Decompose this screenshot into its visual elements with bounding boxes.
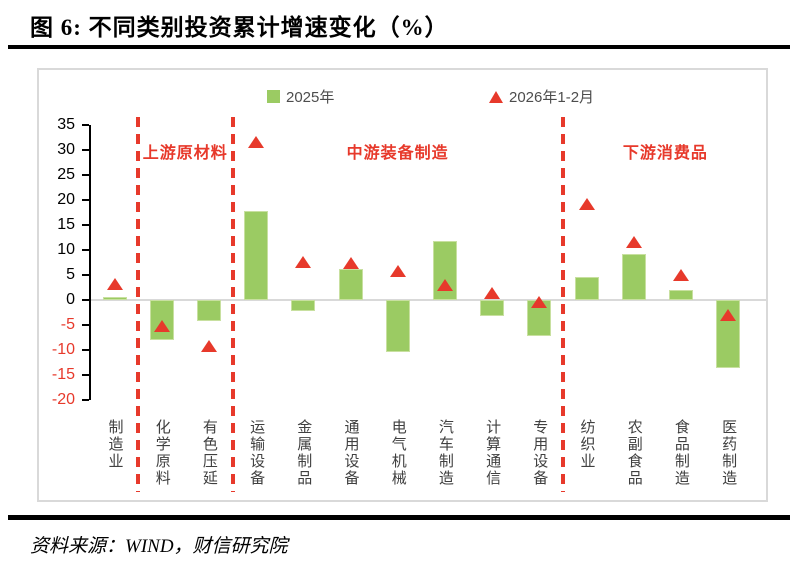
triangle-marker: [248, 135, 265, 148]
y-tick-mark: [82, 274, 89, 276]
y-tick-mark: [82, 399, 89, 401]
bar-运输设备: [244, 211, 269, 300]
x-axis-label: 金属制品: [295, 419, 313, 487]
section-divider: [136, 117, 141, 492]
legend-item-2025: 2025年: [267, 86, 334, 107]
bar-化学原料: [149, 300, 174, 340]
triangle-marker: [106, 277, 123, 290]
zero-gridline: [91, 299, 768, 301]
x-axis-label: 医药制造: [720, 419, 738, 487]
bar-食品制造: [668, 289, 693, 300]
bar-电气机械: [385, 300, 410, 352]
x-axis-label: 纺织业: [578, 419, 596, 470]
y-axis-label: 0: [66, 291, 75, 308]
x-axis-label: 农副食品: [625, 419, 643, 487]
triangle-marker: [625, 236, 642, 248]
x-axis-label: 电气机械: [389, 419, 407, 487]
triangle-marker: [342, 257, 359, 269]
legend-triangle-icon: [489, 90, 503, 103]
y-tick-mark: [82, 199, 89, 201]
triangle-marker: [153, 320, 170, 332]
y-axis-label: -15: [51, 366, 75, 383]
y-axis-label: 20: [57, 191, 75, 208]
legend-item-2026: 2026年1-2月: [489, 86, 594, 107]
triangle-marker: [484, 286, 501, 299]
triangle-marker: [200, 339, 217, 352]
triangle-marker: [389, 264, 406, 277]
bar-通用设备: [338, 269, 363, 300]
legend-label-2026: 2026年1-2月: [509, 89, 595, 106]
section-label: 中游装备制造: [346, 145, 449, 162]
x-axis-label: 汽车制造: [436, 419, 454, 487]
y-axis-label: 10: [57, 241, 75, 258]
x-axis-label: 运输设备: [248, 419, 266, 487]
y-tick-mark: [82, 224, 89, 226]
triangle-marker: [436, 279, 453, 291]
source-note: 资料来源：WIND，财信研究院: [30, 536, 288, 557]
footer-rule: [8, 515, 790, 520]
triangle-marker: [531, 295, 548, 308]
y-axis-line: [89, 125, 91, 400]
y-tick-mark: [82, 149, 89, 151]
y-axis-label: -10: [51, 341, 75, 358]
bar-计算通信: [480, 300, 505, 316]
y-tick-mark: [82, 324, 89, 326]
x-axis-label: 食品制造: [672, 419, 690, 487]
chart-area: 2025年 2026年1-2月 -20 -15 -10 -5 0 5 10 15 20 25 30 3…: [37, 68, 768, 502]
y-tick-mark: [82, 374, 89, 376]
y-axis-label: 5: [66, 266, 75, 283]
y-axis-label: 15: [57, 216, 75, 233]
x-axis-label: 化学原料: [153, 419, 171, 487]
bar-制造业: [102, 297, 127, 300]
legend-square-icon: [267, 90, 280, 103]
y-axis-label: 30: [57, 141, 75, 158]
plot: -20 -15 -10 -5 0 5 10 15 20 25 30 35 制造业 化学原料 有色压延 运输设备…: [39, 70, 768, 500]
title-rule: [8, 45, 790, 49]
section-divider: [560, 117, 565, 492]
x-axis-label: 有色压延: [200, 419, 218, 487]
section-divider: [230, 117, 235, 492]
triangle-marker: [295, 255, 312, 268]
bar-汽车制造: [432, 240, 457, 300]
y-tick-mark: [82, 174, 89, 176]
y-tick-mark: [82, 124, 89, 126]
section-label: 上游原材料: [142, 145, 228, 162]
x-axis-label: 计算通信: [484, 419, 502, 487]
y-tick-mark: [82, 249, 89, 251]
y-axis-label: 25: [57, 166, 75, 183]
legend-label-2025: 2025年: [286, 89, 335, 106]
triangle-marker: [578, 198, 595, 210]
x-axis-label: 专用设备: [531, 419, 549, 487]
bar-纺织业: [574, 277, 599, 300]
triangle-marker: [672, 268, 689, 281]
bar-金属制品: [291, 300, 316, 311]
bar-有色压延: [196, 300, 221, 321]
section-label: 下游消费品: [622, 145, 708, 162]
y-axis-label: -20: [51, 391, 75, 408]
y-tick-mark: [82, 349, 89, 351]
x-axis-label: 通用设备: [342, 419, 360, 487]
figure-title: 图 6: 不同类别投资累计增速变化（%）: [30, 15, 449, 40]
y-axis-label: -5: [60, 316, 75, 333]
bar-农副食品: [621, 253, 646, 300]
y-axis-label: 35: [57, 116, 75, 133]
x-axis-label: 制造业: [106, 419, 124, 470]
triangle-marker: [720, 308, 737, 321]
y-tick-mark: [82, 299, 89, 301]
